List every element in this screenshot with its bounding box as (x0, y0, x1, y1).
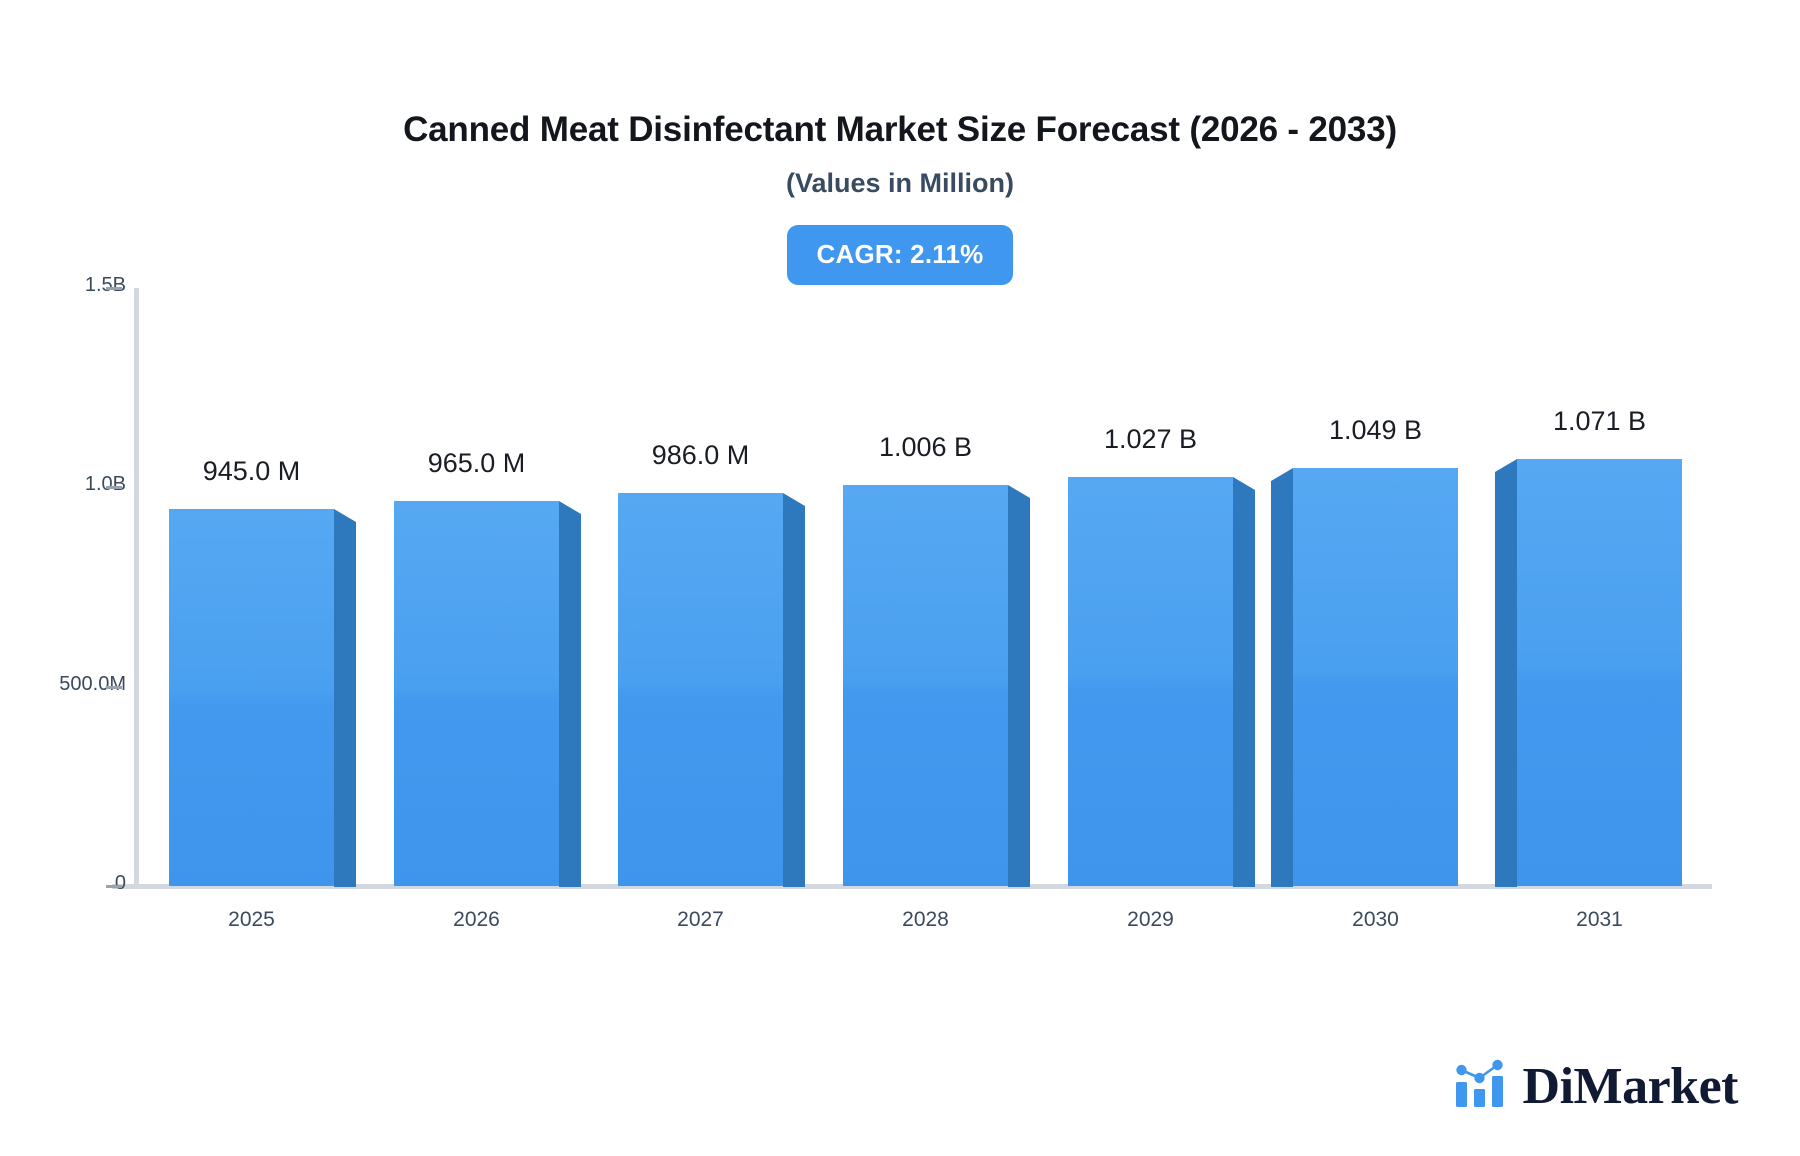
x-axis-tick-label: 2028 (902, 908, 949, 931)
bar-2025[interactable] (169, 509, 356, 887)
bar-2029[interactable] (1068, 477, 1255, 887)
bar-chart-icon (1454, 1059, 1510, 1114)
y-axis-tick-mark (106, 885, 122, 888)
bar-value-label: 945.0 M (202, 456, 301, 486)
bar-front-face (1293, 468, 1458, 886)
bar-2030[interactable] (1271, 468, 1458, 887)
bar-slot: 1.006 B (843, 288, 1030, 887)
bar-front-face (618, 493, 783, 886)
logo-text: DiMarket (1522, 1057, 1739, 1115)
bar-slot: 1.027 B (1068, 288, 1255, 887)
bar-2027[interactable] (618, 493, 805, 887)
bar-side-face (1271, 468, 1293, 887)
bar-value-label: 1.006 B (878, 432, 973, 462)
x-axis-tick-label: 2030 (1352, 908, 1399, 931)
bar-front-face (843, 485, 1008, 886)
x-axis-tick-label: 2031 (1576, 908, 1623, 931)
bar-side-face (1233, 477, 1255, 887)
bar-slot: 1.071 B (1495, 288, 1682, 887)
brand-logo[interactable]: DiMarket (1454, 1057, 1739, 1115)
y-axis-tick-mark (106, 486, 122, 490)
chart-header: Canned Meat Disinfectant Market Size For… (0, 0, 1800, 285)
bar-slot: 1.049 B (1271, 288, 1458, 887)
bar-2031[interactable] (1495, 459, 1682, 887)
bar-front-face (1517, 459, 1682, 886)
y-axis-tick-label: 1.0B (84, 473, 126, 496)
x-axis-tick-label: 2027 (677, 908, 724, 931)
x-axis-tick-label: 2029 (1127, 908, 1174, 931)
bar-slot: 986.0 M (618, 288, 805, 887)
chart-subtitle: (Values in Million) (785, 168, 1015, 198)
bar-side-face (783, 493, 805, 887)
bar-value-label: 965.0 M (427, 448, 526, 478)
cagr-badge-container: CAGR: 2.11% (0, 225, 1800, 285)
bar-value-label: 986.0 M (651, 440, 750, 470)
y-axis-tick-mark (106, 287, 122, 290)
bar-side-face (1495, 459, 1517, 887)
bar-side-face (334, 509, 356, 887)
y-axis-tick-label: 500.0M (59, 672, 126, 695)
x-axis-line (112, 884, 1712, 889)
y-axis-tick-label: 0 (114, 872, 126, 894)
bar-slot: 965.0 M (394, 288, 581, 887)
bar-front-face (1068, 477, 1233, 886)
bar-2026[interactable] (394, 501, 581, 887)
y-axis-tick-label: 1.5B (84, 274, 126, 296)
bar-value-label: 1.049 B (1328, 415, 1423, 445)
bar-series: 945.0 M 965.0 M 986.0 M 1.006 B 1.027 B 1.049… (139, 288, 1712, 887)
x-axis-tick-label: 2025 (228, 908, 275, 931)
bar-slot: 945.0 M (169, 288, 356, 887)
y-axis-line (134, 288, 139, 886)
bar-front-face (394, 501, 559, 886)
x-axis-tick-label: 2026 (453, 908, 500, 931)
cagr-badge[interactable]: CAGR: 2.11% (786, 225, 1014, 285)
bar-front-face (169, 509, 334, 886)
bar-value-label: 1.071 B (1552, 406, 1647, 436)
bar-side-face (559, 501, 581, 887)
page-title: Canned Meat Disinfectant Market Size For… (403, 110, 1397, 149)
y-axis-tick-mark (106, 685, 122, 689)
bar-value-label: 1.027 B (1103, 424, 1198, 454)
bar-2028[interactable] (843, 485, 1030, 887)
bar-side-face (1008, 485, 1030, 887)
